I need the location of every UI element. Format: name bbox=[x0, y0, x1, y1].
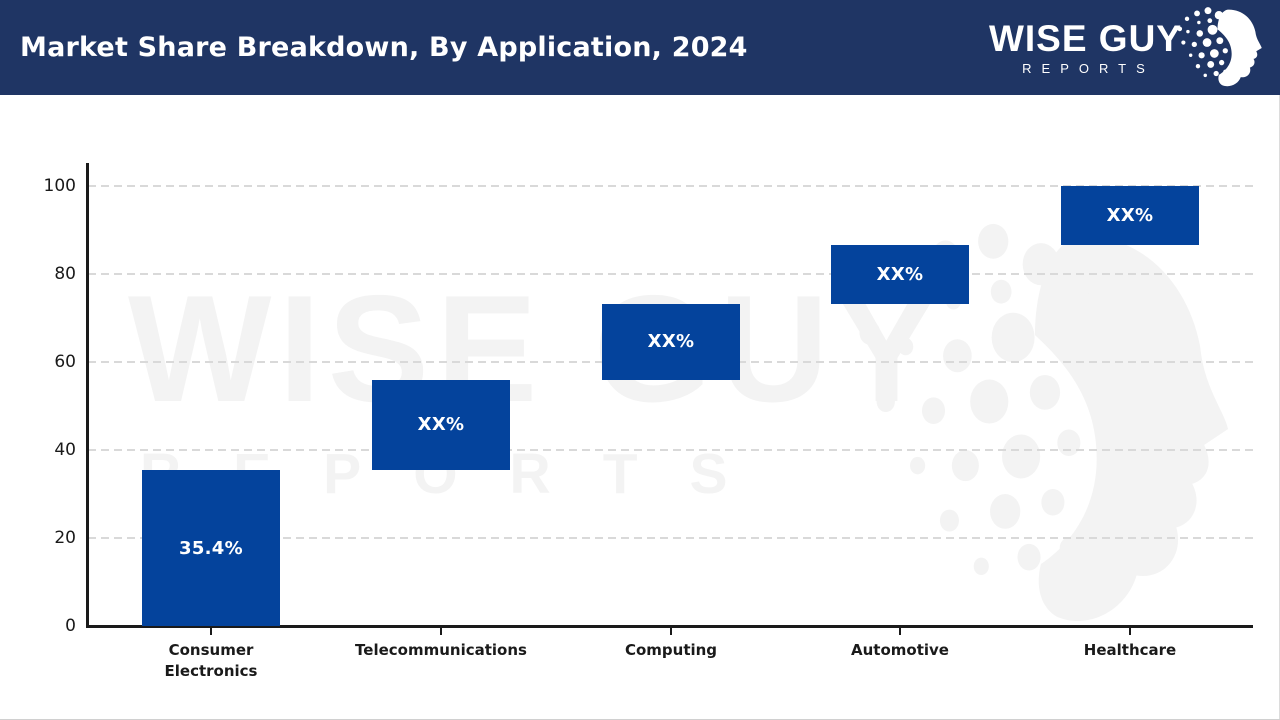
bar-consumer-electronics: 35.4% bbox=[142, 470, 280, 626]
y-axis-line bbox=[86, 163, 89, 628]
logo-wordmark: WISE GUY REPORTS bbox=[989, 20, 1182, 76]
bar-healthcare: XX% bbox=[1061, 186, 1199, 246]
x-tick-computing bbox=[670, 627, 672, 635]
y-tick-label-80: 80 bbox=[54, 264, 76, 284]
x-category-label-healthcare: Healthcare bbox=[1083, 641, 1177, 659]
logo-wordmark-line1: WISE GUY bbox=[988, 17, 1182, 59]
bar-computing: XX% bbox=[602, 303, 740, 380]
y-tick-label-40: 40 bbox=[54, 440, 76, 460]
bar-value-label-computing: XX% bbox=[647, 331, 695, 353]
page-title: Market Share Breakdown, By Application, … bbox=[20, 32, 748, 63]
gridline-80 bbox=[88, 273, 1253, 275]
y-tick-label-60: 60 bbox=[54, 352, 76, 372]
dotted-head-profile-icon bbox=[1177, 6, 1262, 86]
x-tick-telecommunications bbox=[440, 627, 442, 635]
logo-wordmark-line2: REPORTS bbox=[1022, 60, 1155, 76]
brand-logo: WISE GUY REPORTS bbox=[989, 0, 1264, 95]
bar-telecommunications: XX% bbox=[372, 379, 510, 471]
x-tick-automotive bbox=[899, 627, 901, 635]
chart-area: WISE GUY REPORTS 0 20 40 60 80 100 35.4% Consum… bbox=[0, 95, 1280, 720]
x-axis-line bbox=[86, 625, 1253, 628]
watermark-line1: WISE GUY bbox=[128, 264, 945, 434]
bar-value-label-telecommunications: XX% bbox=[417, 414, 465, 436]
x-category-label-consumer-electronics: Consumer Electronics bbox=[164, 641, 258, 680]
x-category-label-computing: Computing bbox=[624, 641, 718, 659]
bar-automotive: XX% bbox=[831, 245, 969, 304]
x-tick-consumer-electronics bbox=[210, 627, 212, 635]
gridline-100 bbox=[88, 185, 1253, 187]
bar-value-label-healthcare: XX% bbox=[1106, 205, 1154, 227]
gridline-40 bbox=[88, 449, 1253, 451]
y-tick-label-0: 0 bbox=[65, 616, 76, 636]
bar-value-label-automotive: XX% bbox=[876, 264, 924, 286]
watermark: WISE GUY REPORTS bbox=[128, 273, 944, 507]
bar-value-label-consumer-electronics: 35.4% bbox=[179, 537, 243, 559]
x-category-label-telecommunications: Telecommunications bbox=[355, 641, 527, 659]
gridline-20 bbox=[88, 537, 1253, 539]
x-tick-healthcare bbox=[1129, 627, 1131, 635]
x-category-label-automotive: Automotive bbox=[851, 641, 949, 659]
plot-region: 0 20 40 60 80 100 35.4% Consumer Electronics XX%… bbox=[0, 95, 1280, 720]
y-tick-label-20: 20 bbox=[54, 528, 76, 548]
y-tick-label-100: 100 bbox=[43, 176, 76, 196]
header-bar: Market Share Breakdown, By Application, … bbox=[0, 0, 1280, 95]
